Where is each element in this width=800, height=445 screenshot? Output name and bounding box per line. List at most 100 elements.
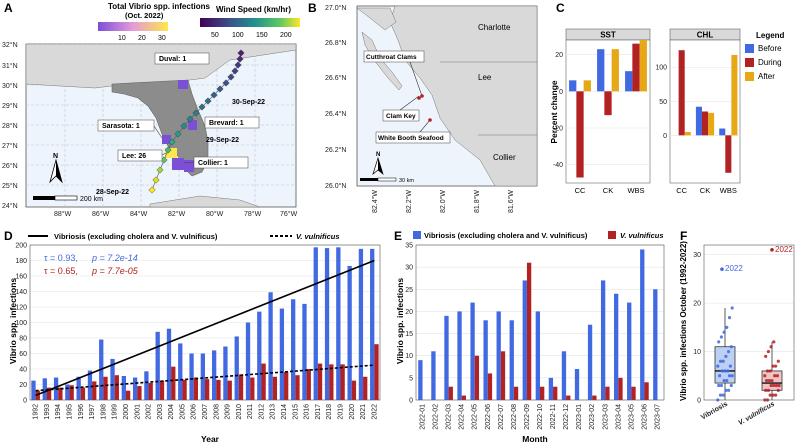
lon-tick: 82.0°W — [439, 190, 447, 213]
site-label-whitebooth: White Booth Seafood — [378, 135, 444, 142]
lat-tick: 25°N — [2, 182, 18, 190]
legend-wind-colorbar — [200, 18, 300, 27]
x-tick-label: 1992 — [33, 404, 40, 420]
bar-vulnificus — [284, 372, 289, 400]
x-tick-label: 1998 — [100, 404, 107, 420]
bar-vibriosis — [324, 248, 330, 400]
y-tick-label: 15 — [405, 331, 413, 338]
track-point — [204, 97, 212, 105]
bar-vulnificus — [553, 386, 558, 400]
bar-vulnificus — [103, 376, 108, 400]
x-tick-label: 2009 — [225, 404, 232, 420]
x-tick-label: 1994 — [55, 404, 62, 420]
bar-vulnificus — [92, 381, 97, 400]
bar-vulnificus — [171, 366, 176, 400]
lat-tick: 30°N — [2, 82, 18, 90]
legend-wind-tick: 200 — [280, 32, 292, 39]
bar-vulnificus — [182, 379, 187, 400]
bar-vulnificus — [193, 377, 198, 400]
jitter-point-vulnificus — [774, 364, 778, 368]
x-tick-label: 2011 — [247, 404, 254, 419]
bar-vibriosis — [431, 351, 436, 400]
x-tick-label: WBS — [627, 186, 644, 195]
bar-vibriosis — [76, 376, 81, 400]
map-b-lon-labels: 82.4°W 82.2°W 82.0°W 81.8°W 81.6°W — [371, 190, 515, 213]
jitter-point-vibriosis — [729, 345, 733, 349]
y-tick-label: -40 — [553, 162, 563, 169]
north-label-b: N — [376, 152, 380, 158]
lat-tick: 26.8°N — [325, 39, 346, 47]
bar-vulnificus — [216, 379, 221, 400]
site-leader — [409, 61, 423, 97]
bar-vulnificus — [58, 387, 63, 400]
y-tick-label: 20 — [405, 309, 413, 316]
county-sarasota — [162, 135, 171, 144]
legend-title-c: Legend — [756, 31, 785, 40]
bar-vibriosis — [166, 328, 172, 400]
bar-vibriosis — [121, 375, 126, 400]
y-tick-label: 50 — [659, 99, 667, 106]
bar-vibriosis — [178, 343, 183, 400]
county-duval — [178, 80, 188, 89]
y-tick-label: 20 — [693, 301, 701, 308]
x-tick-label: 2015 — [292, 404, 299, 420]
north-arrow-a: N — [49, 153, 63, 184]
bar-vibriosis — [587, 324, 593, 400]
lon-tick: 86°W — [92, 210, 110, 218]
x-tick-label: 2022-08 — [511, 404, 518, 430]
legend-infections-colorbar — [98, 22, 168, 31]
lon-tick: 82.2°W — [405, 190, 413, 213]
bar-vulnificus — [250, 377, 255, 400]
y-tick-label: 10 — [405, 353, 413, 360]
x-tick-label: 2012 — [258, 404, 265, 420]
legend-label-before: Before — [758, 44, 782, 53]
x-tick-label: 2006 — [191, 404, 198, 420]
x-tick-label: 1999 — [112, 404, 119, 420]
track-point — [192, 109, 200, 117]
y-tick-label: 0 — [559, 89, 563, 96]
bar-during — [576, 91, 584, 178]
bar-vulnificus — [114, 375, 119, 400]
legend-infections-sub: (Oct. 2022) — [125, 11, 164, 20]
bar-vibriosis — [110, 358, 115, 400]
panel-b: B Charlotte Lee Collier Cutthroat Clams … — [308, 1, 538, 213]
stat-p-vulnificus: p = 7.7e-05 — [91, 266, 139, 276]
bar-vibriosis — [561, 351, 567, 400]
jitter-point-vibriosis — [727, 316, 732, 320]
jitter-point-vibriosis — [725, 325, 729, 329]
lon-tick: 78°W — [244, 210, 262, 218]
bar-vulnificus — [137, 386, 142, 400]
bar-before — [719, 128, 726, 136]
x-tick-label: CC — [575, 186, 586, 195]
jitter-point-vibriosis — [718, 374, 722, 378]
bar-vulnificus — [148, 382, 153, 400]
jitter-point-vibriosis — [718, 359, 723, 363]
lon-tick: 82°W — [168, 210, 186, 218]
legend-label-vibriosis-d: Vibriosis (excluding cholera and V. vuln… — [54, 232, 218, 241]
place-label-collier: Collier — [493, 153, 516, 162]
jitter-point-vibriosis — [730, 374, 734, 378]
bar-vulnificus — [644, 382, 649, 400]
site-point-clamkey — [417, 96, 421, 100]
y-tick-label: 0 — [697, 398, 701, 405]
track-point — [168, 138, 176, 146]
legend-label-vulnificus-e: V. vulnificus — [620, 231, 664, 240]
scale-label-a: 200 km — [80, 196, 103, 203]
bar-vulnificus — [317, 363, 323, 400]
panel-d-plot: 0 20 40 60 80 100 120 140 160 180 200 1992 1993 1994 1… — [15, 243, 381, 420]
legend-label-during: During — [758, 58, 782, 67]
panel-f-plot: 0 10 20 30 2022 Vibriosis 2022 V. vulnificus — [693, 244, 795, 427]
jitter-point-vibriosis — [729, 383, 733, 388]
north-arrow-b: N — [372, 152, 384, 175]
bar-vibriosis — [189, 353, 194, 400]
scale-label-b: 30 km — [399, 178, 414, 184]
x-tick-label: 2023-05 — [628, 404, 635, 430]
bar-vulnificus — [340, 364, 345, 400]
jitter-point-vulnificus — [776, 359, 780, 363]
lat-tick: 32°N — [2, 41, 18, 49]
trendline-vibriosis — [35, 259, 375, 397]
bar-vibriosis — [653, 289, 658, 400]
bar-vibriosis — [257, 311, 262, 400]
facet-title: CHL — [697, 31, 714, 40]
